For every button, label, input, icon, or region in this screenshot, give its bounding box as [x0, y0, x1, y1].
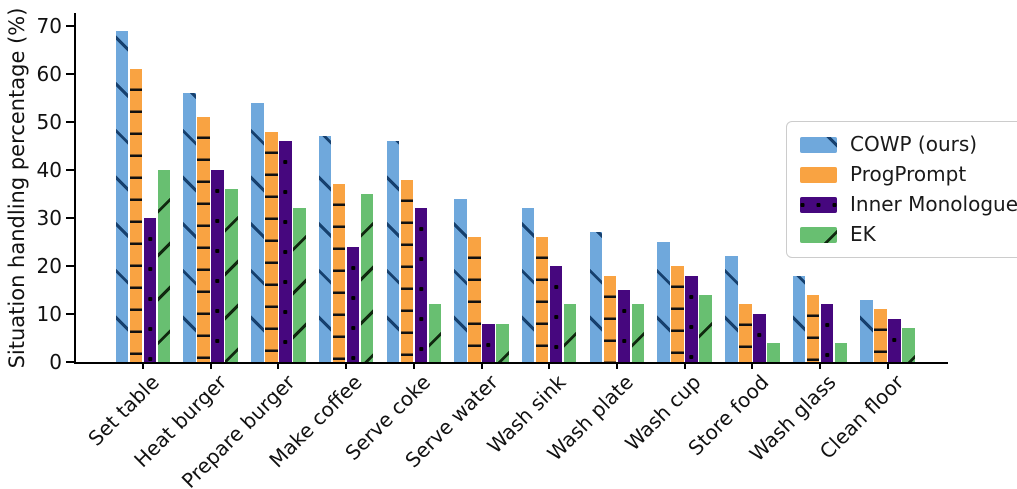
bar-progprompt-clean-floor: [874, 309, 887, 362]
y-tick-label: 30: [36, 206, 62, 230]
bar-inner-monologue-prepare-burger: [279, 141, 292, 362]
bar-inner-monologue-wash-sink: [549, 266, 563, 362]
bar-ek-set-table: [157, 170, 171, 362]
x-tick-mark: [412, 363, 415, 369]
bar-cowp-ours-store-food: [725, 256, 738, 362]
bar-cowp-ours-serve-water: [454, 198, 467, 362]
x-tick-mark: [751, 363, 754, 369]
x-tick-mark: [277, 363, 280, 369]
bar-cowp-ours-wash-sink: [521, 208, 535, 362]
y-tick-label: 0: [49, 350, 62, 374]
bar-inner-monologue-wash-cup: [685, 275, 698, 362]
x-tick-mark: [548, 363, 551, 369]
bar-inner-monologue-wash-plate: [617, 290, 631, 362]
bar-progprompt-serve-coke: [400, 179, 414, 362]
legend-swatch: [800, 166, 837, 183]
bar-inner-monologue-set-table: [143, 218, 157, 362]
bar-cowp-ours-make-coffee: [318, 136, 332, 362]
bar-progprompt-set-table: [129, 69, 143, 362]
bar-ek-clean-floor: [902, 328, 915, 362]
y-tick-mark: [66, 25, 74, 27]
legend-swatch: [800, 196, 837, 213]
y-tick-mark: [66, 121, 74, 123]
bar-progprompt-wash-plate: [603, 275, 617, 362]
bar-ek-wash-cup: [699, 294, 712, 362]
bar-inner-monologue-serve-coke: [414, 208, 428, 362]
x-tick-mark: [345, 363, 348, 369]
bar-inner-monologue-heat-burger: [211, 170, 224, 362]
y-tick-mark: [66, 313, 74, 315]
bar-cowp-ours-serve-coke: [386, 141, 400, 362]
bar-ek-wash-sink: [563, 304, 577, 362]
bar-cowp-ours-heat-burger: [183, 93, 196, 362]
x-tick-mark: [819, 363, 821, 369]
y-tick-label: 50: [36, 110, 62, 134]
y-axis-line: [73, 13, 76, 364]
x-tick-mark: [615, 363, 618, 369]
bar-ek-serve-water: [496, 323, 509, 362]
bar-cowp-ours-wash-cup: [657, 242, 670, 362]
y-tick-label: 10: [36, 302, 62, 326]
x-tick-mark: [683, 363, 686, 369]
bar-inner-monologue-clean-floor: [888, 318, 901, 362]
bar-ek-make-coffee: [360, 194, 374, 362]
legend-item-progprompt: ProgPrompt: [800, 163, 1017, 186]
bar-cowp-ours-set-table: [115, 30, 129, 362]
legend: COWP (ours) ProgPrompt Inner Monologue EK: [786, 121, 1017, 258]
x-tick-mark: [886, 363, 889, 369]
bar-inner-monologue-serve-water: [482, 323, 495, 362]
y-tick-mark: [66, 217, 74, 219]
bar-ek-store-food: [767, 342, 780, 362]
x-tick-mark: [142, 363, 144, 369]
legend-label: ProgPrompt: [850, 162, 967, 186]
y-tick-mark: [66, 169, 74, 171]
legend-label: COWP (ours): [850, 132, 978, 156]
y-tick-label: 20: [36, 254, 62, 278]
bar-cowp-ours-wash-plate: [589, 232, 603, 362]
legend-item-inner-monologue: Inner Monologue: [800, 193, 1017, 216]
x-tick-mark: [480, 363, 483, 369]
bar-ek-wash-glass: [834, 342, 848, 362]
legend-item-ek: EK: [800, 223, 1017, 246]
y-tick-mark: [66, 265, 74, 267]
bar-inner-monologue-wash-glass: [820, 304, 834, 362]
bar-ek-prepare-burger: [293, 208, 306, 362]
y-tick-label: 70: [36, 14, 62, 38]
bar-ek-heat-burger: [225, 189, 238, 362]
y-tick-mark: [66, 361, 74, 363]
bar-ek-wash-plate: [631, 304, 645, 362]
legend-label: EK: [850, 222, 876, 246]
bar-progprompt-wash-glass: [806, 294, 820, 362]
bar-cowp-ours-wash-glass: [792, 275, 806, 362]
bar-cowp-ours-clean-floor: [860, 299, 873, 362]
bar-progprompt-make-coffee: [332, 184, 346, 362]
legend-item-cowp-ours: COWP (ours): [800, 133, 1017, 156]
y-tick-label: 60: [36, 62, 62, 86]
bar-progprompt-prepare-burger: [265, 131, 278, 362]
bar-progprompt-heat-burger: [197, 117, 210, 362]
bar-progprompt-wash-cup: [671, 266, 684, 362]
bar-inner-monologue-make-coffee: [346, 246, 360, 362]
y-tick-mark: [66, 73, 74, 75]
bar-progprompt-serve-water: [468, 237, 481, 362]
bar-ek-serve-coke: [428, 304, 442, 362]
bar-inner-monologue-store-food: [753, 314, 766, 362]
x-tick-mark: [209, 363, 212, 369]
bar-cowp-ours-prepare-burger: [251, 102, 264, 362]
y-tick-label: 40: [36, 158, 62, 182]
legend-label: Inner Monologue: [850, 192, 1017, 216]
bar-progprompt-wash-sink: [535, 237, 549, 362]
legend-swatch: [800, 136, 837, 153]
legend-swatch: [800, 226, 837, 243]
x-axis-line: [73, 362, 948, 364]
bar-progprompt-store-food: [739, 304, 752, 362]
